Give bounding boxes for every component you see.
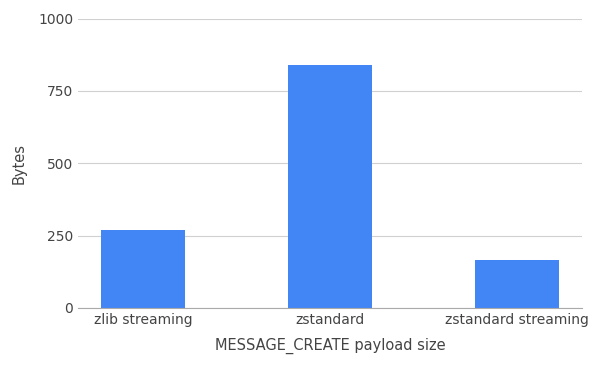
Bar: [288, 65, 372, 308]
Bar: [101, 230, 185, 308]
Y-axis label: Bytes: Bytes: [12, 143, 27, 184]
Bar: [475, 260, 559, 308]
X-axis label: MESSAGE_CREATE payload size: MESSAGE_CREATE payload size: [215, 338, 445, 354]
